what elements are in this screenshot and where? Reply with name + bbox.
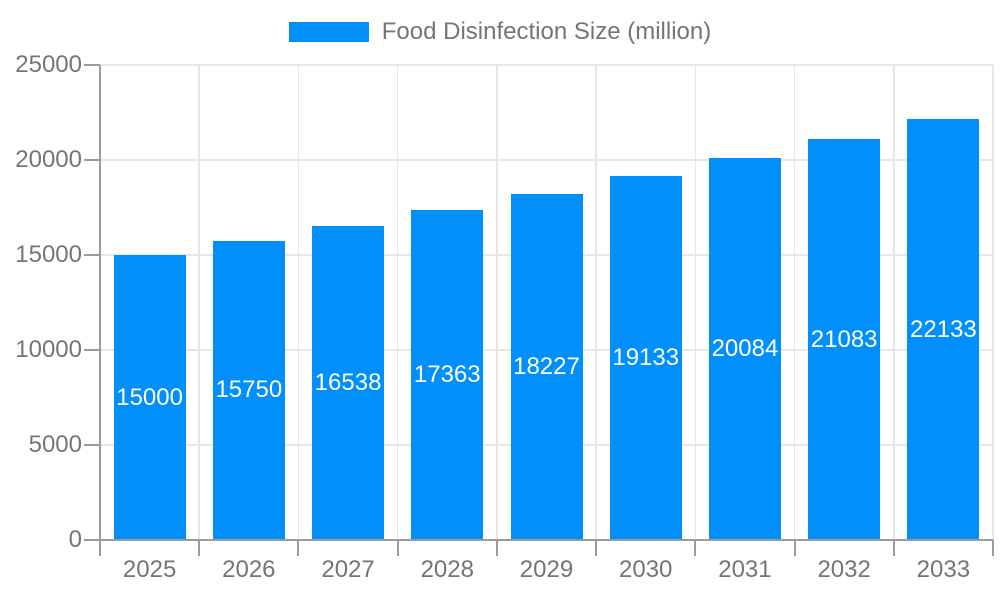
bar-2033[interactable] <box>907 119 980 540</box>
x-axis-tick <box>99 540 101 556</box>
y-axis-label: 25000 <box>15 51 82 78</box>
y-gridline <box>100 64 993 66</box>
legend-label: Food Disinfection Size (million) <box>381 18 712 45</box>
x-axis-tick <box>992 540 994 556</box>
y-axis-line <box>98 65 101 556</box>
x-axis-label: 2033 <box>916 556 971 583</box>
x-axis-label: 2031 <box>718 556 772 583</box>
x-gridline <box>297 65 300 540</box>
x-axis-tick <box>495 540 498 556</box>
x-axis-label: 2025 <box>122 556 177 583</box>
y-axis-label: 15000 <box>15 241 82 268</box>
bar-2026[interactable] <box>212 240 285 540</box>
x-axis-label: 2026 <box>222 556 276 583</box>
x-gridline <box>992 65 994 540</box>
bar-2030[interactable] <box>609 176 682 540</box>
x-axis-tick <box>694 540 697 556</box>
x-gridline <box>396 65 399 540</box>
chart-legend[interactable]: Food Disinfection Size (million) <box>0 18 1000 46</box>
bar-2032[interactable] <box>808 139 881 540</box>
y-axis-label: 0 <box>68 526 82 553</box>
y-axis-tick <box>84 444 100 446</box>
x-axis-line <box>100 539 993 541</box>
x-axis-label: 2027 <box>321 556 375 583</box>
bar-2029[interactable] <box>510 193 583 540</box>
x-gridline <box>198 65 200 540</box>
bar-2031[interactable] <box>708 158 781 540</box>
x-axis-label: 2029 <box>519 556 574 583</box>
bar-2028[interactable] <box>411 210 484 540</box>
y-axis-tick <box>84 539 100 541</box>
y-axis-tick <box>84 64 100 66</box>
x-axis-label: 2028 <box>420 556 474 583</box>
x-gridline <box>694 65 697 540</box>
x-gridline <box>496 65 498 540</box>
y-axis-label: 20000 <box>15 146 82 173</box>
x-axis-tick <box>892 540 895 556</box>
x-gridline <box>595 65 597 540</box>
y-gridline <box>100 159 993 161</box>
x-axis-label: 2032 <box>817 556 871 583</box>
legend-swatch-icon <box>288 22 369 42</box>
x-axis-label: 2030 <box>619 556 673 583</box>
x-axis-tick <box>396 540 399 556</box>
y-axis-label: 10000 <box>15 336 82 363</box>
x-gridline <box>893 65 895 540</box>
bar-2025[interactable] <box>113 255 186 540</box>
x-axis-tick <box>793 540 796 556</box>
x-axis-tick <box>198 540 201 556</box>
y-axis-label: 5000 <box>28 431 82 458</box>
y-axis-tick <box>84 254 100 256</box>
y-axis-tick <box>84 159 100 161</box>
x-axis-tick <box>297 540 300 556</box>
x-axis-tick <box>595 540 598 556</box>
x-gridline <box>793 65 796 540</box>
bar-2027[interactable] <box>312 225 385 540</box>
y-axis-tick <box>84 349 100 351</box>
